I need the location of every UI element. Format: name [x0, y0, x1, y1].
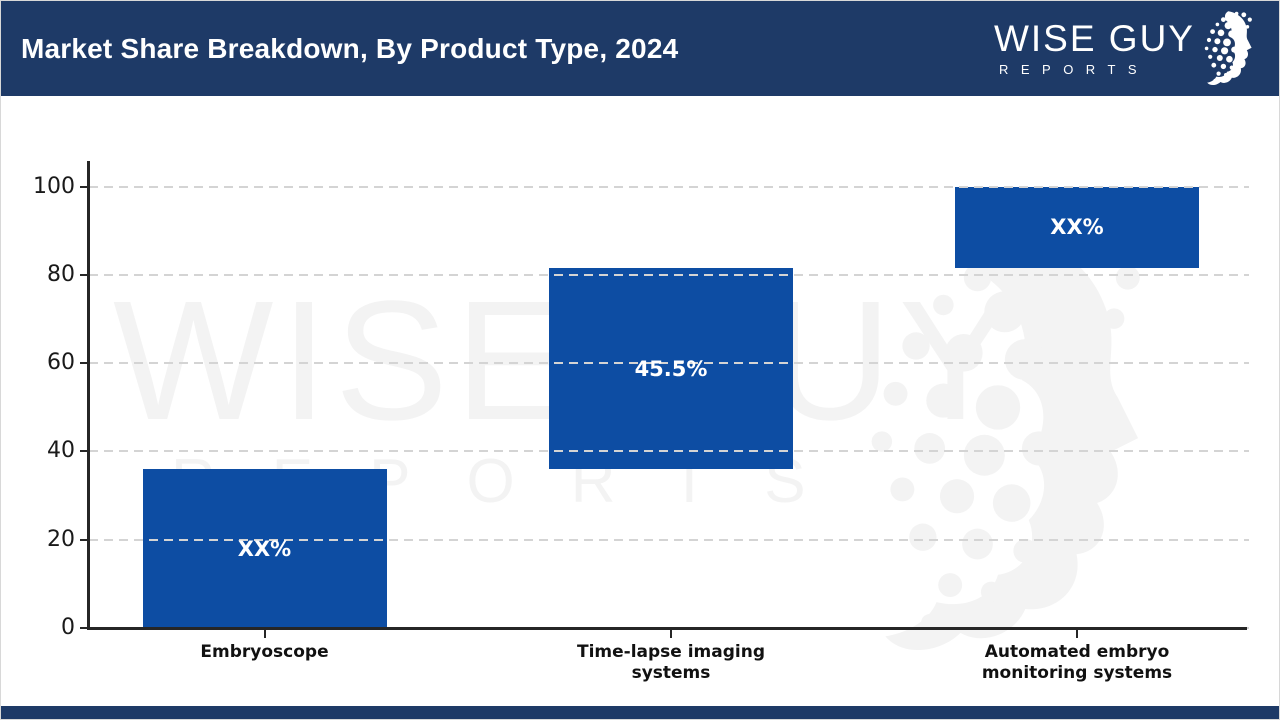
- bar-value-label: 45.5%: [634, 356, 708, 381]
- brand-name: WISE GUY: [993, 18, 1195, 59]
- x-category-label-line: Embryoscope: [200, 642, 329, 662]
- y-tick-label: 40: [47, 438, 75, 464]
- y-axis-tick: [80, 450, 88, 453]
- x-axis-tick: [670, 630, 672, 638]
- x-category-label-line: Time-lapse imaging: [576, 642, 766, 662]
- grid-line: [89, 450, 1249, 453]
- page-title: Market Share Breakdown, By Product Type,…: [21, 32, 679, 64]
- x-category-label: Time-lapse imaging systems: [577, 642, 765, 684]
- brand-head-icon: [1204, 10, 1252, 85]
- brand-subtitle: REPORTS: [998, 62, 1150, 77]
- bar-segment: [142, 469, 387, 628]
- bar-segment: [549, 268, 793, 470]
- y-axis-tick: [80, 362, 88, 365]
- x-category-label-line: Automated embryo: [984, 642, 1170, 662]
- y-axis-tick: [80, 627, 88, 629]
- y-tick-label: 0: [61, 615, 75, 640]
- x-axis-tick: [263, 630, 266, 638]
- bar-value-label: XX%: [237, 536, 292, 561]
- y-axis-tick: [80, 538, 88, 541]
- x-category-label-line: monitoring systems: [981, 663, 1173, 684]
- x-category-label: Embryoscope: [200, 642, 328, 663]
- y-tick-label: 80: [47, 261, 75, 287]
- y-tick-label: 100: [33, 173, 75, 199]
- grid-line: [89, 185, 1249, 188]
- x-axis-tick: [1076, 630, 1078, 638]
- brand-logo: WISE GUY REPORTS: [994, 10, 1257, 88]
- watermark-head-logo-icon: [871, 229, 1140, 651]
- x-category-label-line: systems: [631, 663, 711, 684]
- y-axis-line: [87, 161, 90, 630]
- y-tick-label: 20: [47, 526, 75, 552]
- grid-line: [89, 273, 1249, 276]
- x-category-label: Automated embryo monitoring systems: [982, 642, 1172, 684]
- y-tick-label: 60: [47, 350, 75, 376]
- bar-segment: [955, 186, 1199, 269]
- grid-line: [89, 538, 1249, 541]
- header-bar: Market Share Breakdown, By Product Type,…: [1, 1, 1279, 96]
- bar-value-label: XX%: [1050, 215, 1104, 240]
- brand-logo-text: WISE GUY REPORTS: [994, 20, 1195, 77]
- x-axis-line: [87, 627, 1247, 630]
- grid-line: [89, 362, 1249, 365]
- footer-bar: [1, 706, 1279, 719]
- y-axis-tick: [80, 273, 88, 276]
- y-axis-tick: [80, 185, 88, 188]
